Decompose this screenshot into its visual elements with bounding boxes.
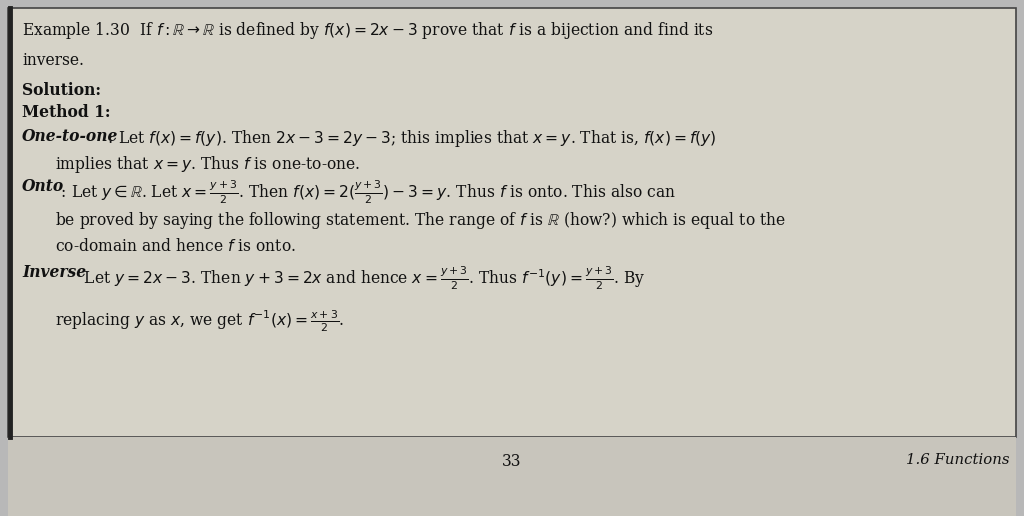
Text: 33: 33 bbox=[502, 453, 522, 470]
Text: inverse.: inverse. bbox=[22, 52, 84, 69]
Text: One-to-one: One-to-one bbox=[22, 128, 119, 145]
FancyBboxPatch shape bbox=[8, 437, 1016, 516]
Text: Example 1.30  If $f : \mathbb{R} \rightarrow \mathbb{R}$ is defined by $f(x) = 2: Example 1.30 If $f : \mathbb{R} \rightar… bbox=[22, 20, 714, 41]
Text: : Let $y \in \mathbb{R}$. Let $x = \frac{y+3}{2}$. Then $f(x) = 2(\frac{y+3}{2}): : Let $y \in \mathbb{R}$. Let $x = \frac… bbox=[56, 178, 676, 206]
Text: Onto: Onto bbox=[22, 178, 65, 195]
Text: co-domain and hence $f$ is onto.: co-domain and hence $f$ is onto. bbox=[55, 238, 296, 255]
Text: Inverse: Inverse bbox=[22, 264, 86, 281]
Text: 1.6 Functions: 1.6 Functions bbox=[906, 453, 1010, 467]
Text: replacing $y$ as $x$, we get $f^{-1}(x) = \frac{x+3}{2}$.: replacing $y$ as $x$, we get $f^{-1}(x) … bbox=[55, 308, 344, 334]
Text: be proved by saying the following statement. The range of $f$ is $\mathbb{R}$ (h: be proved by saying the following statem… bbox=[55, 210, 786, 231]
Text: implies that $x = y$. Thus $f$ is one-to-one.: implies that $x = y$. Thus $f$ is one-to… bbox=[55, 154, 360, 175]
FancyBboxPatch shape bbox=[8, 8, 1016, 437]
Text: Let $y = 2x - 3$. Then $y + 3 = 2x$ and hence $x = \frac{y+3}{2}$. Thus $f^{-1}(: Let $y = 2x - 3$. Then $y + 3 = 2x$ and … bbox=[79, 264, 646, 292]
Text: Solution:: Solution: bbox=[22, 82, 101, 99]
Text: Method 1:: Method 1: bbox=[22, 104, 111, 121]
Text: : Let $f(x) = f(y)$. Then $2x - 3 = 2y - 3$; this implies that $x = y$. That is,: : Let $f(x) = f(y)$. Then $2x - 3 = 2y -… bbox=[103, 128, 717, 149]
